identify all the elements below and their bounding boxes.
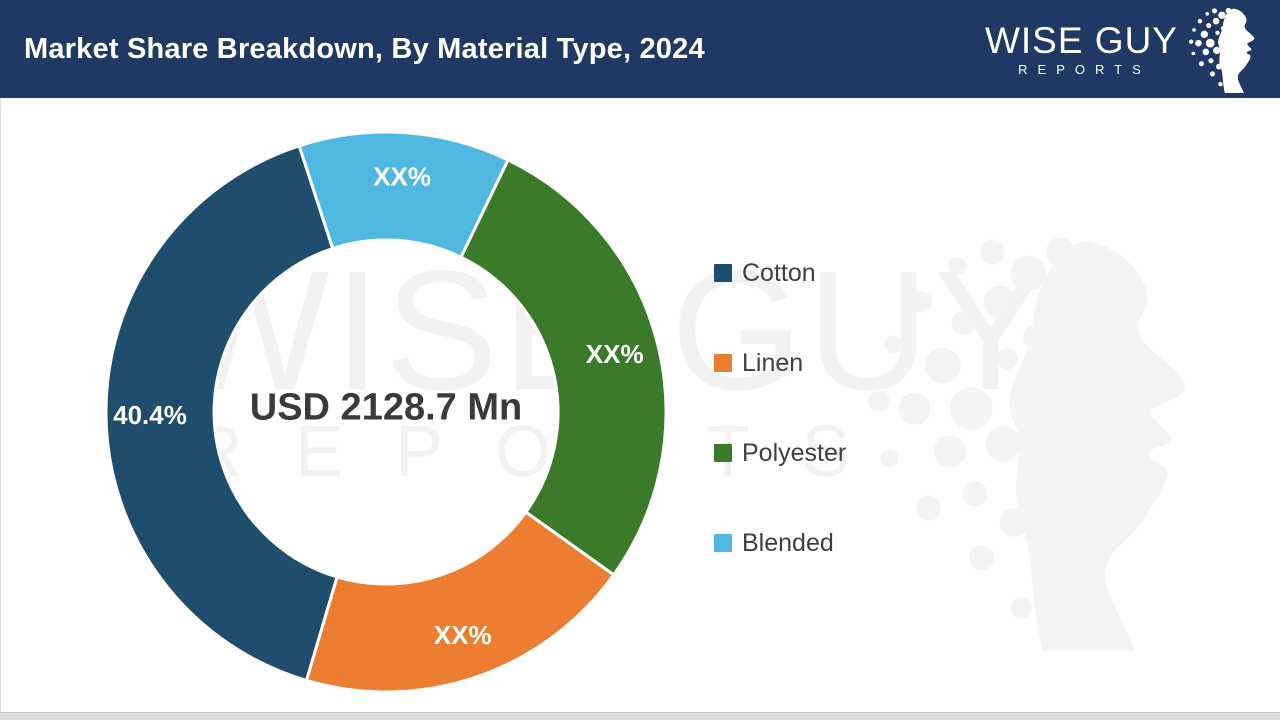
donut-segment-polyester: [459, 158, 668, 577]
logo-wordmark: WISE GUY: [984, 20, 1178, 61]
donut-segment-linen: [305, 510, 616, 694]
watermark-subtitle: REPORTS: [191, 412, 902, 492]
legend: Cotton Linen Polyester Blended: [714, 258, 846, 558]
legend-swatch-icon: [714, 354, 732, 372]
footer-bar: [0, 712, 1280, 720]
donut-chart: 40.4% XX% XX% XX%: [104, 130, 668, 694]
logo-subtitle: REPORTS: [1018, 62, 1151, 77]
legend-label: Cotton: [742, 258, 816, 287]
watermark-face-icon: [868, 237, 1186, 651]
legend-item-polyester: Polyester: [714, 438, 846, 468]
legend-swatch-icon: [714, 444, 732, 462]
segment-label-linen: XX%: [434, 620, 492, 650]
segment-label-cotton: 40.4%: [113, 400, 187, 430]
segment-label-blended: XX%: [373, 162, 431, 192]
legend-label: Blended: [742, 528, 834, 557]
legend-label: Linen: [742, 348, 804, 377]
legend-item-cotton: Cotton: [714, 258, 846, 288]
page-title: Market Share Breakdown, By Material Type…: [24, 32, 705, 65]
legend-item-linen: Linen: [714, 348, 846, 378]
wiseguy-logo: WISE GUY REPORTS: [985, 5, 1258, 93]
legend-label: Polyester: [742, 438, 847, 467]
chart-area: WISE GUY REPORTS 40.4% XX% XX% XX% USD 2128…: [0, 98, 1280, 712]
legend-swatch-icon: [714, 534, 732, 552]
wiseguy-logo-text: WISE GUY REPORTS: [985, 22, 1178, 76]
chart-center-value: USD 2128.7 Mn: [249, 386, 523, 429]
segment-label-polyester: XX%: [586, 339, 644, 369]
legend-item-blended: Blended: [714, 528, 846, 558]
donut-segment-cotton: [104, 144, 339, 682]
legend-swatch-icon: [714, 264, 732, 282]
wiseguy-face-icon: [1188, 7, 1255, 93]
header-bar: Market Share Breakdown, By Material Type…: [0, 0, 1280, 98]
